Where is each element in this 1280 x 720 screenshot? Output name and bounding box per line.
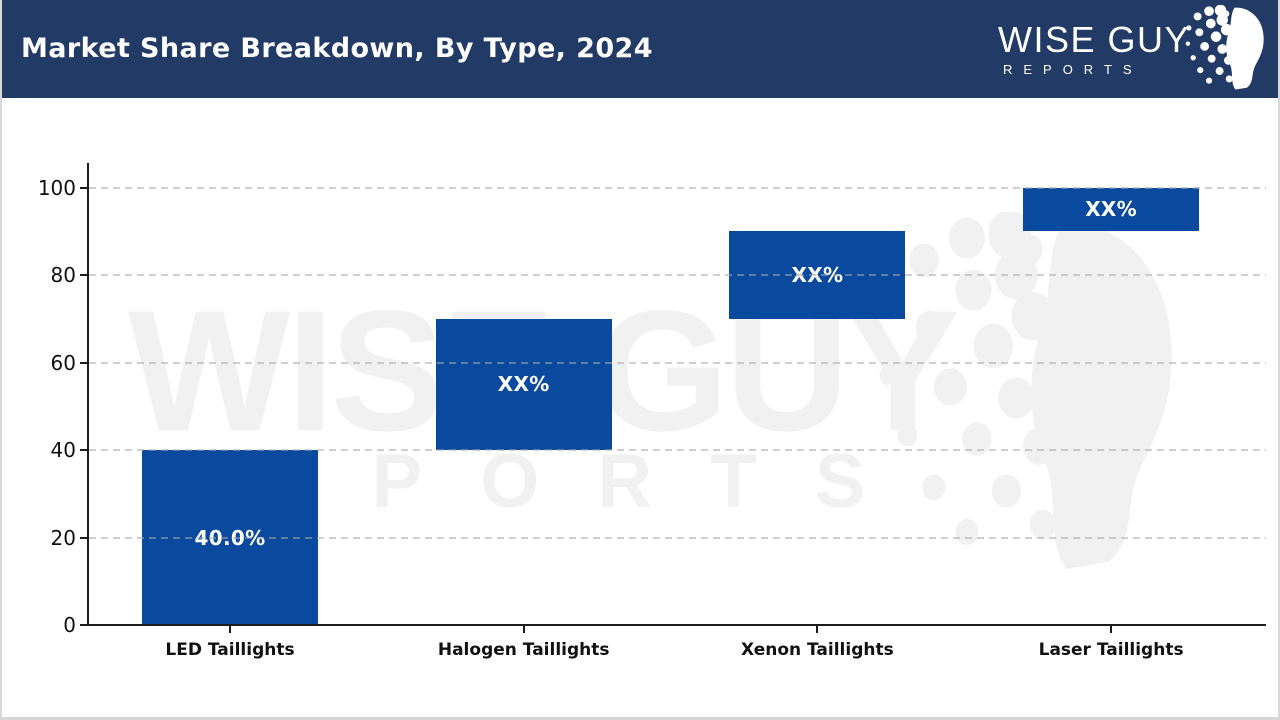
y-tick-mark-60 [80,361,88,364]
x-tick-label-halogen-taillights: Halogen Taillights [437,640,610,660]
x-tick-label-xenon-taillights: Xenon Taillights [741,640,894,660]
header-bar: Market Share Breakdown, By Type, 2024 WI… [0,0,1280,98]
y-tick-label-0: 0 [63,613,76,637]
x-tick-label-led-taillights: LED Taillights [165,640,295,660]
gridline-40 [89,449,1266,451]
x-tick-mark-halogen-taillights [522,625,525,633]
gridline-80 [89,274,1266,276]
bar-laser-taillights: XX% [1023,187,1200,232]
y-tick-label-60: 60 [50,350,76,375]
brand-face-dots-icon [1185,5,1264,90]
brand-logo: WISE GUY REPORTS [998,0,1268,98]
brand-subtitle: REPORTS [1002,61,1143,77]
gridline-20 [89,536,1266,539]
plot-area: 40.0% XX% XX% XX% [89,163,1266,625]
y-tick-mark-100 [80,186,88,189]
x-axis-spine [87,624,1266,626]
page-title: Market Share Breakdown, By Type, 2024 [21,33,653,64]
brand-name: WISE GUY [997,18,1190,60]
brand-logo-text: WISE GUY REPORTS [997,18,1190,77]
x-tick-label-laser-taillights: Laser Taillights [1038,640,1184,660]
bar-value-label: XX% [497,372,550,397]
x-tick-mark-led-taillights [229,625,231,633]
x-tick-mark-laser-taillights [1110,625,1113,633]
y-tick-mark-40 [80,449,88,451]
y-axis-spine [87,163,89,626]
gridline-100 [89,186,1266,189]
x-tick-mark-xenon-taillights [816,625,819,633]
y-tick-label-40: 40 [50,438,76,462]
bar-halogen-taillights: XX% [435,318,612,450]
y-tick-mark-80 [80,274,88,276]
bar-value-label: XX% [1085,197,1137,222]
gridline-60 [89,361,1266,364]
y-tick-label-20: 20 [50,525,76,550]
y-tick-mark-20 [80,536,88,539]
y-tick-label-80: 80 [50,263,76,287]
y-tick-label-100: 100 [37,175,76,200]
y-tick-mark-0 [80,624,88,626]
